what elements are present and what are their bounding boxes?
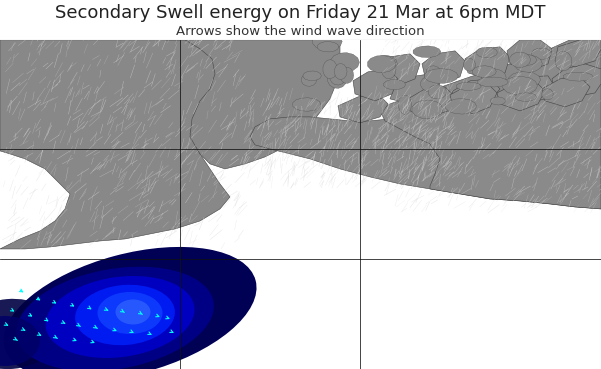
Polygon shape [328, 69, 347, 89]
Polygon shape [323, 60, 337, 79]
Polygon shape [482, 69, 506, 86]
Polygon shape [368, 55, 396, 73]
Polygon shape [383, 79, 406, 90]
Polygon shape [412, 100, 443, 119]
Polygon shape [382, 61, 396, 79]
Polygon shape [490, 97, 505, 105]
Polygon shape [507, 40, 552, 71]
Polygon shape [390, 74, 440, 104]
Polygon shape [421, 76, 438, 92]
Polygon shape [317, 42, 339, 52]
Polygon shape [532, 48, 551, 59]
Ellipse shape [0, 299, 60, 369]
Polygon shape [450, 83, 497, 114]
Polygon shape [165, 40, 340, 169]
Polygon shape [422, 51, 465, 83]
Polygon shape [555, 40, 601, 67]
Polygon shape [450, 79, 500, 107]
Polygon shape [424, 69, 459, 83]
Polygon shape [373, 55, 397, 73]
Polygon shape [427, 66, 440, 75]
Ellipse shape [75, 285, 175, 345]
Ellipse shape [16, 267, 214, 369]
Polygon shape [542, 77, 590, 107]
Polygon shape [331, 53, 359, 72]
Ellipse shape [0, 316, 40, 366]
Polygon shape [334, 63, 347, 79]
Polygon shape [340, 67, 354, 83]
Polygon shape [509, 72, 541, 88]
Polygon shape [503, 76, 537, 95]
Polygon shape [293, 98, 321, 111]
Polygon shape [555, 51, 572, 71]
Polygon shape [465, 47, 510, 79]
Polygon shape [413, 46, 441, 58]
Polygon shape [301, 73, 317, 86]
Polygon shape [398, 95, 412, 114]
Polygon shape [303, 71, 322, 81]
Polygon shape [445, 99, 477, 114]
Polygon shape [542, 89, 554, 100]
Polygon shape [563, 72, 593, 81]
Polygon shape [380, 40, 601, 209]
Ellipse shape [4, 247, 257, 369]
Polygon shape [353, 69, 398, 101]
Polygon shape [463, 58, 475, 71]
Ellipse shape [97, 292, 162, 334]
Text: Arrows show the wind wave direction: Arrows show the wind wave direction [176, 25, 425, 38]
Ellipse shape [115, 300, 150, 324]
Polygon shape [330, 69, 346, 85]
Polygon shape [378, 54, 420, 85]
Polygon shape [0, 40, 230, 249]
Text: Secondary Swell energy on Friday 21 Mar at 6pm MDT: Secondary Swell energy on Friday 21 Mar … [55, 4, 546, 22]
Ellipse shape [46, 276, 195, 358]
Polygon shape [338, 94, 388, 123]
Polygon shape [515, 93, 537, 101]
Polygon shape [510, 52, 531, 68]
Polygon shape [514, 55, 542, 72]
Polygon shape [456, 82, 481, 90]
Polygon shape [313, 33, 342, 50]
Polygon shape [478, 77, 508, 87]
Polygon shape [408, 87, 455, 117]
Polygon shape [472, 66, 496, 77]
Polygon shape [505, 76, 555, 104]
Polygon shape [497, 81, 545, 111]
Polygon shape [476, 47, 498, 58]
Polygon shape [250, 109, 601, 209]
Polygon shape [515, 54, 537, 66]
Polygon shape [552, 64, 601, 97]
Polygon shape [429, 85, 447, 99]
